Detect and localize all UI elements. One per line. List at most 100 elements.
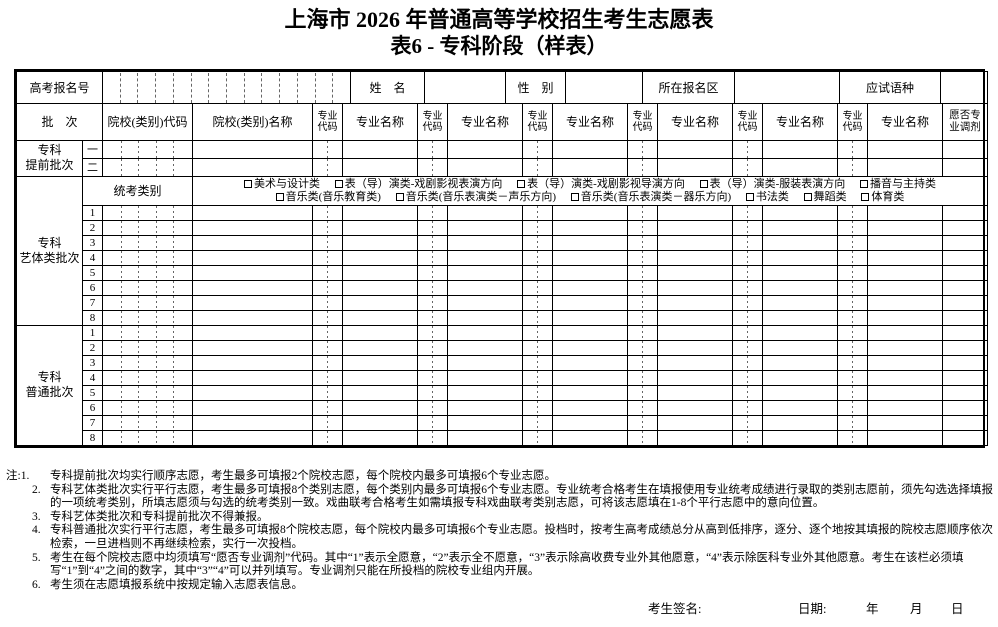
- inst-code-cell[interactable]: [102, 157, 194, 177]
- major-code-cell[interactable]: [522, 354, 554, 371]
- major-code-cell[interactable]: [732, 369, 764, 386]
- major-name-cell[interactable]: [552, 249, 629, 266]
- inst-name-cell[interactable]: [192, 414, 314, 431]
- inst-name-cell[interactable]: [192, 157, 314, 177]
- major-code-cell[interactable]: [522, 414, 554, 431]
- major-code-cell[interactable]: [522, 369, 554, 386]
- major-code-cell[interactable]: [522, 279, 554, 296]
- major-code-cell[interactable]: [627, 354, 659, 371]
- major-name-cell[interactable]: [657, 204, 734, 221]
- major-name-cell[interactable]: [447, 157, 524, 177]
- inst-name-cell[interactable]: [192, 339, 314, 356]
- major-name-cell[interactable]: [657, 429, 734, 446]
- major-code-cell[interactable]: [627, 264, 659, 281]
- major-name-cell[interactable]: [762, 294, 839, 311]
- category-checkbox-item[interactable]: 体育类: [861, 191, 904, 203]
- major-code-cell[interactable]: [312, 219, 344, 236]
- major-code-cell[interactable]: [312, 294, 344, 311]
- major-name-cell[interactable]: [447, 294, 524, 311]
- major-code-cell[interactable]: [627, 309, 659, 326]
- major-code-cell[interactable]: [837, 234, 869, 251]
- major-code-cell[interactable]: [627, 279, 659, 296]
- major-code-cell[interactable]: [627, 324, 659, 341]
- major-code-cell[interactable]: [627, 384, 659, 401]
- major-code-cell[interactable]: [417, 157, 449, 177]
- major-code-cell[interactable]: [627, 139, 659, 159]
- category-checkbox-item[interactable]: 播音与主持类: [860, 178, 936, 190]
- major-code-cell[interactable]: [732, 399, 764, 416]
- major-name-cell[interactable]: [867, 309, 944, 326]
- major-name-cell[interactable]: [447, 429, 524, 446]
- major-code-cell[interactable]: [732, 309, 764, 326]
- major-code-cell[interactable]: [417, 234, 449, 251]
- adjust-cell[interactable]: [942, 294, 989, 311]
- inst-name-cell[interactable]: [192, 219, 314, 236]
- inst-code-cell[interactable]: [102, 279, 194, 296]
- major-code-cell[interactable]: [417, 414, 449, 431]
- major-code-cell[interactable]: [627, 234, 659, 251]
- major-code-cell[interactable]: [522, 264, 554, 281]
- major-code-cell[interactable]: [312, 139, 344, 159]
- major-name-cell[interactable]: [867, 234, 944, 251]
- major-name-cell[interactable]: [447, 309, 524, 326]
- major-code-cell[interactable]: [312, 324, 344, 341]
- adjust-cell[interactable]: [942, 414, 989, 431]
- major-code-cell[interactable]: [627, 294, 659, 311]
- major-name-cell[interactable]: [552, 234, 629, 251]
- inst-name-cell[interactable]: [192, 279, 314, 296]
- major-name-cell[interactable]: [762, 399, 839, 416]
- major-name-cell[interactable]: [867, 279, 944, 296]
- major-name-cell[interactable]: [552, 294, 629, 311]
- major-code-cell[interactable]: [837, 324, 869, 341]
- major-name-cell[interactable]: [762, 204, 839, 221]
- adjust-cell[interactable]: [942, 234, 989, 251]
- major-name-cell[interactable]: [342, 234, 419, 251]
- major-code-cell[interactable]: [732, 429, 764, 446]
- inst-name-cell[interactable]: [192, 384, 314, 401]
- major-code-cell[interactable]: [417, 399, 449, 416]
- major-name-cell[interactable]: [552, 429, 629, 446]
- adjust-cell[interactable]: [942, 264, 989, 281]
- major-name-cell[interactable]: [762, 384, 839, 401]
- major-name-cell[interactable]: [552, 264, 629, 281]
- inst-code-cell[interactable]: [102, 324, 194, 341]
- major-name-cell[interactable]: [657, 369, 734, 386]
- major-code-cell[interactable]: [837, 204, 869, 221]
- name-input-cell[interactable]: [424, 71, 506, 104]
- major-name-cell[interactable]: [447, 264, 524, 281]
- major-code-cell[interactable]: [522, 399, 554, 416]
- major-code-cell[interactable]: [417, 279, 449, 296]
- major-name-cell[interactable]: [552, 399, 629, 416]
- major-name-cell[interactable]: [762, 279, 839, 296]
- inst-code-cell[interactable]: [102, 219, 194, 236]
- major-name-cell[interactable]: [657, 354, 734, 371]
- major-name-cell[interactable]: [762, 234, 839, 251]
- major-name-cell[interactable]: [867, 339, 944, 356]
- major-name-cell[interactable]: [342, 339, 419, 356]
- major-name-cell[interactable]: [867, 354, 944, 371]
- district-input-cell[interactable]: [734, 71, 840, 104]
- adjust-cell[interactable]: [942, 139, 989, 159]
- major-code-cell[interactable]: [837, 414, 869, 431]
- major-name-cell[interactable]: [447, 279, 524, 296]
- major-code-cell[interactable]: [417, 204, 449, 221]
- inst-code-cell[interactable]: [102, 264, 194, 281]
- inst-code-cell[interactable]: [102, 369, 194, 386]
- major-code-cell[interactable]: [837, 399, 869, 416]
- major-name-cell[interactable]: [342, 249, 419, 266]
- inst-name-cell[interactable]: [192, 294, 314, 311]
- major-code-cell[interactable]: [312, 429, 344, 446]
- major-name-cell[interactable]: [657, 399, 734, 416]
- adjust-cell[interactable]: [942, 324, 989, 341]
- major-name-cell[interactable]: [342, 369, 419, 386]
- adjust-cell[interactable]: [942, 369, 989, 386]
- major-name-cell[interactable]: [867, 324, 944, 341]
- major-code-cell[interactable]: [522, 294, 554, 311]
- major-name-cell[interactable]: [447, 204, 524, 221]
- major-name-cell[interactable]: [867, 384, 944, 401]
- major-code-cell[interactable]: [522, 339, 554, 356]
- major-code-cell[interactable]: [522, 249, 554, 266]
- major-name-cell[interactable]: [552, 369, 629, 386]
- inst-code-cell[interactable]: [102, 384, 194, 401]
- major-name-cell[interactable]: [762, 264, 839, 281]
